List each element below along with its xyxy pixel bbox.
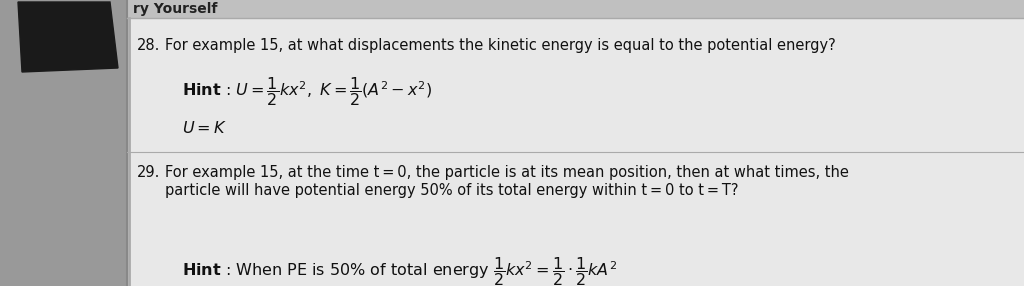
FancyBboxPatch shape bbox=[0, 0, 127, 286]
FancyBboxPatch shape bbox=[127, 0, 1024, 286]
Text: For example 15, at what displacements the kinetic energy is equal to the potenti: For example 15, at what displacements th… bbox=[165, 38, 836, 53]
Text: ry Yourself: ry Yourself bbox=[133, 2, 217, 16]
Text: $\mathbf{Hint}$ : $U = \dfrac{1}{2}kx^2,\ K = \dfrac{1}{2}(A^2 - x^2)$: $\mathbf{Hint}$ : $U = \dfrac{1}{2}kx^2,… bbox=[182, 75, 432, 108]
Text: 28.: 28. bbox=[137, 38, 161, 53]
Text: 29.: 29. bbox=[137, 165, 161, 180]
Text: For example 15, at the time t = 0, the particle is at its mean position, then at: For example 15, at the time t = 0, the p… bbox=[165, 165, 849, 180]
Polygon shape bbox=[18, 2, 118, 72]
Text: $U = K$: $U = K$ bbox=[182, 120, 227, 136]
Text: particle will have potential energy 50% of its total energy within t = 0 to t = : particle will have potential energy 50% … bbox=[165, 183, 738, 198]
Text: $\mathbf{Hint}$ : When PE is 50% of total energy $\dfrac{1}{2}kx^2 = \dfrac{1}{2: $\mathbf{Hint}$ : When PE is 50% of tota… bbox=[182, 255, 617, 286]
FancyBboxPatch shape bbox=[127, 0, 1024, 18]
